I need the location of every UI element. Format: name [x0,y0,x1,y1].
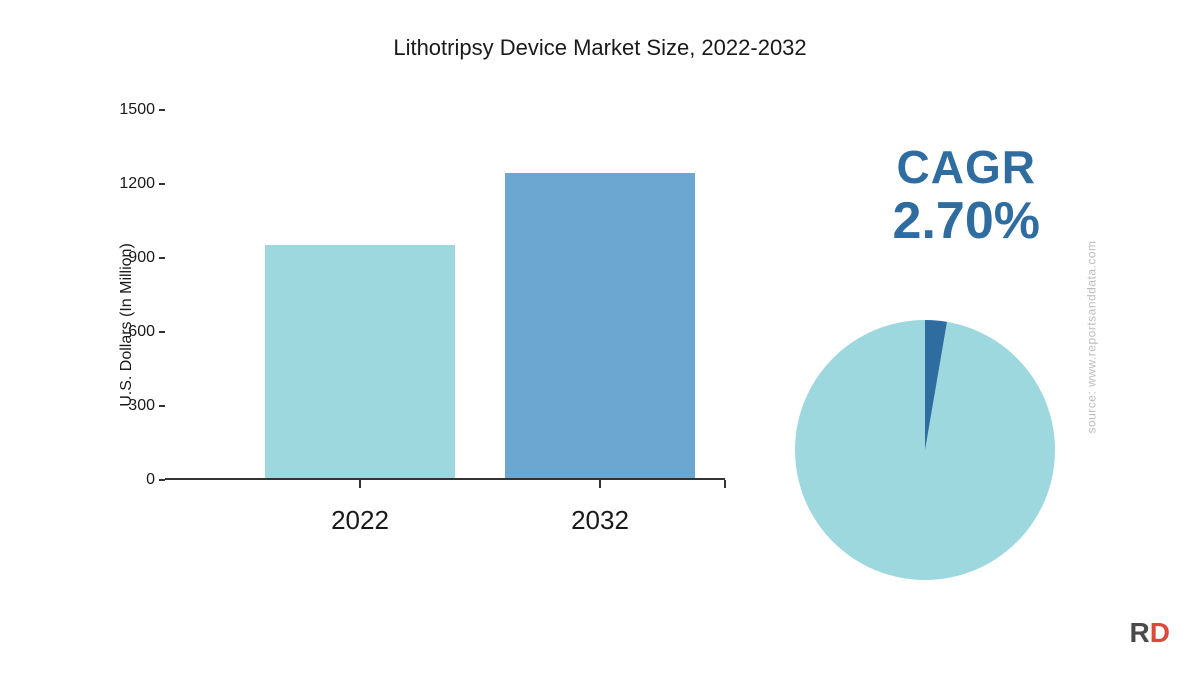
x-tick-mark [359,480,361,488]
x-axis-label: 2032 [571,505,629,536]
y-tick-label: 1200 [110,175,155,193]
y-tick-label: 600 [110,323,155,341]
bar [265,245,455,478]
cagr-value: 2.70% [893,194,1040,249]
y-tick-mark [159,405,165,407]
brand-logo: RD [1130,617,1170,649]
y-tick-mark [159,183,165,185]
cagr-block: CAGR 2.70% [893,140,1040,249]
y-tick-mark [159,331,165,333]
y-tick-label: 1500 [110,101,155,119]
logo-r: R [1130,617,1150,648]
y-tick-label: 300 [110,397,155,415]
bar-chart: U.S. Dollars (In Million) 03006009001200… [105,110,725,540]
y-tick-label: 0 [110,471,155,489]
bar [505,173,695,478]
source-attribution: source: www.reportsanddata.com [1084,240,1098,433]
plot-area: 030060090012001500 [165,110,725,480]
x-axis-label: 2022 [331,505,389,536]
pie-chart [795,320,1055,580]
chart-title: Lithotripsy Device Market Size, 2022-203… [0,35,1200,61]
y-tick-label: 900 [110,249,155,267]
x-tick-mark [724,480,726,488]
y-tick-mark [159,479,165,481]
y-tick-mark [159,257,165,259]
y-tick-mark [159,109,165,111]
x-tick-mark [599,480,601,488]
cagr-label: CAGR [893,140,1040,194]
logo-d: D [1150,617,1170,648]
